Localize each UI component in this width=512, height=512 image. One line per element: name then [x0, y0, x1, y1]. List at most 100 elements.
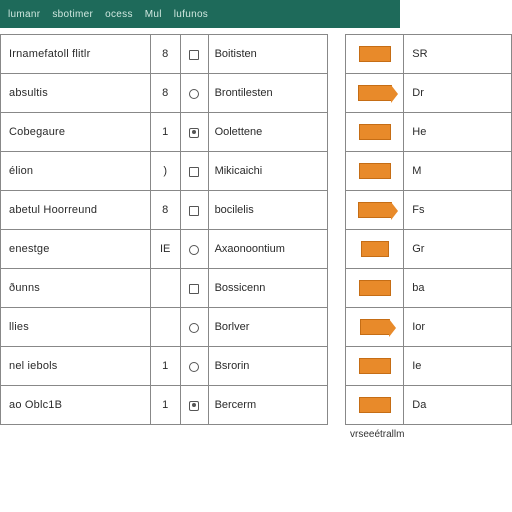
cell-desc: Mikicaichi [208, 152, 328, 191]
spacer [328, 74, 346, 113]
cell-tail: ba [404, 269, 512, 308]
cell-status[interactable] [346, 269, 404, 308]
cell-code: 1 [150, 386, 180, 425]
cell-desc: Brontilesten [208, 74, 328, 113]
cell-name: ðunns [1, 269, 151, 308]
cell-status[interactable] [346, 113, 404, 152]
header-label: ocess [105, 9, 133, 20]
status-icon [359, 124, 391, 140]
cell-bullet[interactable] [180, 35, 208, 74]
cell-bullet[interactable] [180, 113, 208, 152]
cell-name: enestge [1, 230, 151, 269]
cell-tail: Ie [404, 347, 512, 386]
cell-name: élion [1, 152, 151, 191]
cell-name: abetul Hoorreund [1, 191, 151, 230]
status-icon [360, 319, 390, 335]
cell-name: ao Oblc1B [1, 386, 151, 425]
cell-status[interactable] [346, 308, 404, 347]
cell-tail: Da [404, 386, 512, 425]
cell-code [150, 308, 180, 347]
bullet-icon [189, 284, 199, 294]
table-row: élion) Mikicaichi M [1, 152, 512, 191]
table-row: abetul Hoorreund8 bocilelis Fs [1, 191, 512, 230]
cell-bullet[interactable] [180, 230, 208, 269]
table-row: Cobegaure1OoletteneHe [1, 113, 512, 152]
spacer [328, 230, 346, 269]
table-row: ao Oblc1B1 Bercerm Da [1, 386, 512, 425]
spacer [328, 113, 346, 152]
cell-status[interactable] [346, 74, 404, 113]
cell-bullet[interactable] [180, 386, 208, 425]
table-row: enestgeIEAxaonoontiumGr [1, 230, 512, 269]
cell-name: Irnamefatoll flitlr [1, 35, 151, 74]
cell-name: llies [1, 308, 151, 347]
spacer [328, 269, 346, 308]
status-icon [359, 397, 391, 413]
spacer [328, 308, 346, 347]
cell-code: ) [150, 152, 180, 191]
cell-desc: Bsrorin [208, 347, 328, 386]
bullet-icon [189, 128, 199, 138]
cell-bullet[interactable] [180, 191, 208, 230]
cell-tail: M [404, 152, 512, 191]
cell-code: 8 [150, 74, 180, 113]
cell-status[interactable] [346, 152, 404, 191]
table-row: lliesBorlverIor [1, 308, 512, 347]
bullet-icon [189, 89, 199, 99]
header-right [400, 0, 512, 28]
cell-code: IE [150, 230, 180, 269]
cell-code: 1 [150, 347, 180, 386]
cell-bullet[interactable] [180, 74, 208, 113]
cell-bullet[interactable] [180, 347, 208, 386]
spacer [328, 191, 346, 230]
table-row: Irnamefatoll flitlr8 Boitisten SR [1, 35, 512, 74]
cell-desc: Borlver [208, 308, 328, 347]
status-icon [359, 280, 391, 296]
data-table: Irnamefatoll flitlr8BoitistenSRabsultis8… [0, 34, 512, 425]
footer-label: vrseeétrallm [0, 425, 512, 440]
cell-status[interactable] [346, 191, 404, 230]
cell-code: 8 [150, 35, 180, 74]
status-icon [359, 163, 391, 179]
cell-desc: Bercerm [208, 386, 328, 425]
cell-tail: Fs [404, 191, 512, 230]
cell-name: nel iebols [1, 347, 151, 386]
spacer [328, 35, 346, 74]
cell-desc: Boitisten [208, 35, 328, 74]
cell-tail: Dr [404, 74, 512, 113]
cell-bullet[interactable] [180, 152, 208, 191]
cell-desc: bocilelis [208, 191, 328, 230]
bullet-icon [189, 323, 199, 333]
bullet-icon [189, 206, 199, 216]
header-label: lumanr [8, 9, 40, 20]
header-label: lufunos [174, 9, 208, 20]
cell-status[interactable] [346, 230, 404, 269]
header-left: lumanrsbotimerocessMullufunos [0, 0, 400, 28]
status-icon [361, 241, 389, 257]
cell-status[interactable] [346, 35, 404, 74]
table-row: nel iebols1 Bsrorin Ie [1, 347, 512, 386]
bullet-icon [189, 401, 199, 411]
bullet-icon [189, 167, 199, 177]
header-label: sbotimer [52, 9, 93, 20]
cell-code: 8 [150, 191, 180, 230]
status-icon [358, 202, 392, 218]
cell-code [150, 269, 180, 308]
bullet-icon [189, 362, 199, 372]
cell-name: Cobegaure [1, 113, 151, 152]
spacer [328, 347, 346, 386]
bullet-icon [189, 50, 199, 60]
bullet-icon [189, 245, 199, 255]
table-row: ðunnsBossicennba [1, 269, 512, 308]
status-icon [358, 85, 392, 101]
cell-tail: SR [404, 35, 512, 74]
cell-tail: Gr [404, 230, 512, 269]
cell-status[interactable] [346, 347, 404, 386]
status-icon [359, 358, 391, 374]
cell-bullet[interactable] [180, 269, 208, 308]
cell-bullet[interactable] [180, 308, 208, 347]
spacer [328, 152, 346, 191]
cell-desc: Oolettene [208, 113, 328, 152]
cell-status[interactable] [346, 386, 404, 425]
header-bar: lumanrsbotimerocessMullufunos [0, 0, 512, 28]
